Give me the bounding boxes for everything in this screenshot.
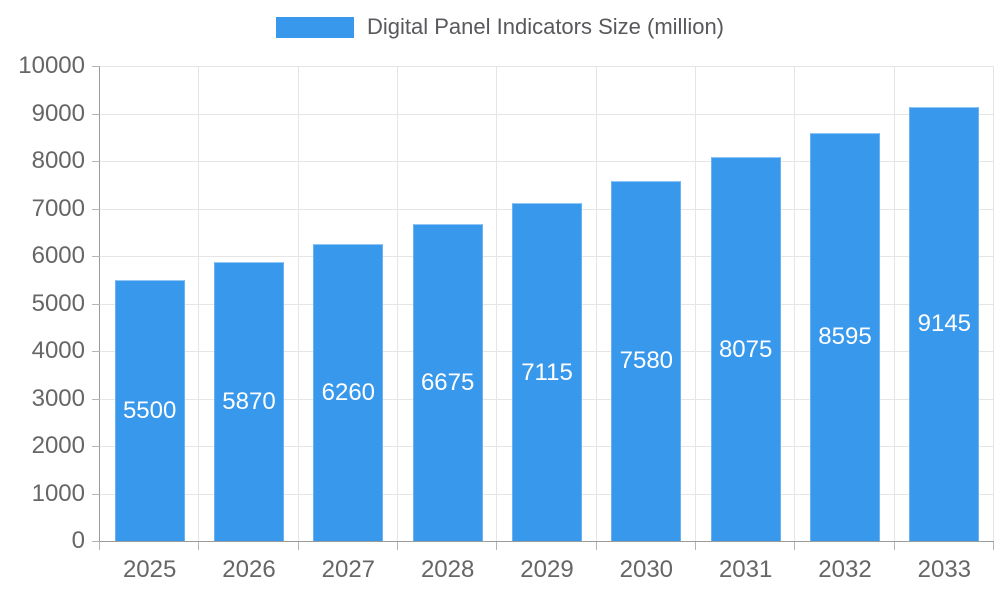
x-tick-label: 2028 (420, 556, 475, 583)
bar[interactable]: 7115 (512, 203, 582, 541)
gridline-vertical (893, 66, 895, 541)
x-tick-label: 2031 (718, 556, 773, 583)
y-tick-label: 5000 (31, 289, 85, 317)
bar-value-label: 8595 (818, 323, 872, 351)
y-tick-label: 0 (71, 527, 85, 554)
bar-value-label: 7580 (619, 347, 674, 375)
gridline-vertical (595, 66, 597, 541)
gridline-horizontal (100, 66, 994, 67)
x-axis-tick (99, 542, 100, 550)
x-tick-label: 2029 (520, 556, 574, 583)
bar[interactable]: 6675 (412, 223, 483, 541)
bar[interactable]: 5870 (213, 262, 284, 541)
bar-value-label: 5500 (122, 396, 177, 424)
bar[interactable]: 8075 (710, 157, 781, 541)
y-axis-tick (92, 161, 100, 162)
y-tick-label: 3000 (31, 384, 85, 412)
x-tick-label: 2027 (321, 556, 376, 583)
x-axis-tick (198, 542, 200, 550)
y-axis-tick (92, 208, 100, 210)
gridline-horizontal (100, 113, 994, 115)
bar-value-label: 8075 (718, 335, 773, 363)
gridline-vertical (396, 66, 398, 541)
y-tick-label: 4000 (31, 337, 85, 364)
y-tick-label: 7000 (31, 194, 85, 222)
x-tick-label: 2033 (917, 556, 972, 583)
legend-item[interactable]: Digital Panel Indicators Size (million) (275, 14, 725, 40)
gridline-vertical (794, 66, 796, 541)
y-tick-label: 2000 (31, 432, 85, 459)
y-axis-line (99, 66, 100, 549)
x-axis-tick (496, 542, 498, 550)
y-axis-tick (92, 303, 100, 305)
x-axis-tick (794, 542, 796, 550)
bar[interactable]: 6260 (313, 243, 384, 541)
bar-value-label: 6260 (321, 378, 376, 406)
x-tick-label: 2032 (818, 556, 872, 583)
y-tick-label: 9000 (31, 99, 85, 127)
plot-area: 5500 5870 6260 6675 7115 7580 8075 8595 9145 (92, 66, 994, 550)
y-axis-tick (92, 113, 100, 115)
x-axis-tick (297, 542, 299, 550)
legend-color-swatch (275, 16, 354, 38)
x-tick-label: 2025 (122, 556, 177, 583)
bar[interactable]: 7580 (611, 180, 682, 541)
x-axis-tick (396, 542, 398, 550)
bar-value-label: 6675 (420, 368, 475, 396)
y-tick-label: 6000 (31, 242, 85, 269)
bar[interactable]: 5500 (114, 279, 185, 541)
bar-value-label: 9145 (917, 310, 972, 338)
bar[interactable]: 8595 (810, 132, 880, 541)
x-tick-label: 2030 (619, 556, 674, 583)
bar-value-label: 7115 (521, 358, 573, 386)
gridline-vertical (694, 66, 696, 541)
x-axis-tick (595, 542, 597, 550)
y-axis-tick (92, 256, 100, 257)
gridline-vertical (993, 66, 994, 541)
y-axis-tick (92, 541, 100, 542)
y-axis-tick (92, 351, 100, 352)
y-axis-tick (92, 493, 100, 495)
x-tick-label: 2026 (222, 556, 276, 583)
x-axis-line (99, 541, 994, 542)
gridline-horizontal (100, 161, 994, 162)
legend: Digital Panel Indicators Size (million) (0, 14, 1000, 40)
y-axis-tick (92, 398, 100, 400)
y-axis-tick (92, 446, 100, 447)
gridline-vertical (496, 66, 498, 541)
x-axis-tick (694, 542, 696, 550)
gridline-vertical (198, 66, 200, 541)
legend-label: Digital Panel Indicators Size (million) (366, 14, 725, 39)
y-tick-label: 10000 (18, 52, 85, 79)
y-tick-label: 8000 (31, 147, 85, 174)
y-axis-tick (92, 66, 100, 67)
x-axis-tick (993, 542, 994, 550)
bar-value-label: 5870 (222, 388, 276, 416)
gridline-vertical (297, 66, 299, 541)
x-axis-tick (893, 542, 895, 550)
y-tick-label: 1000 (31, 479, 85, 507)
bar[interactable]: 9145 (909, 106, 980, 541)
